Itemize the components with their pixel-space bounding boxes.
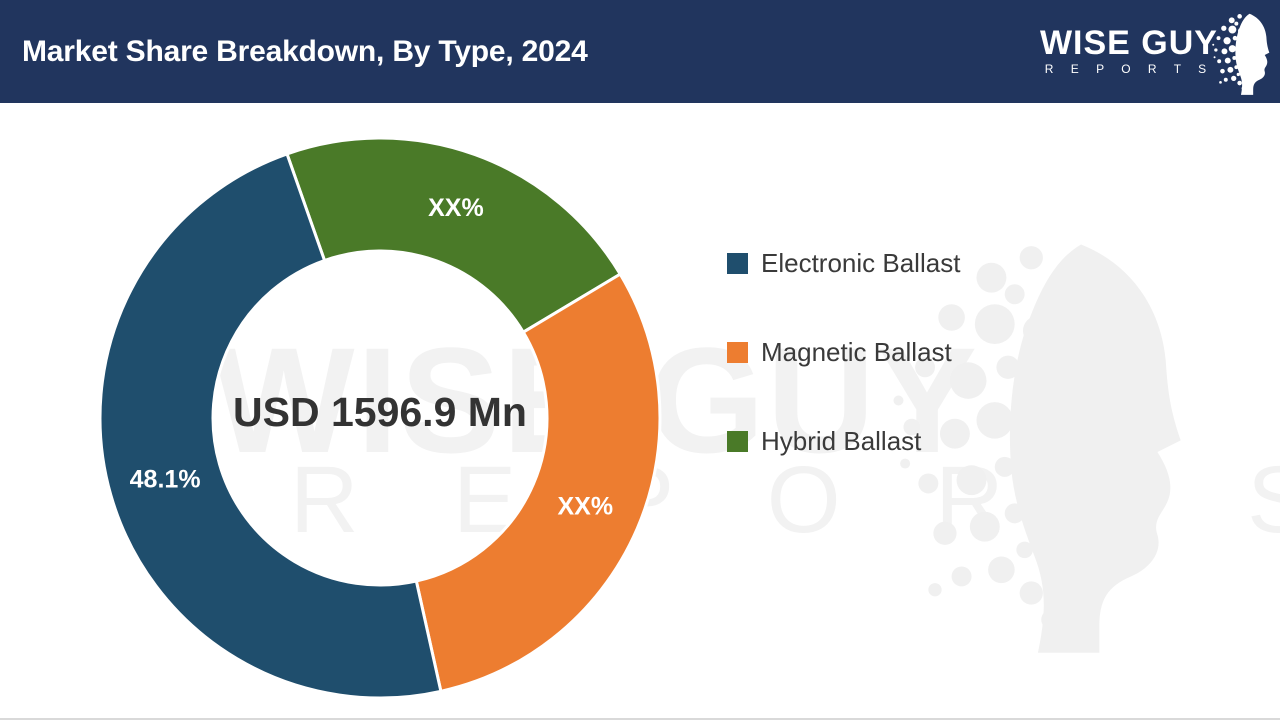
chart-area: WISE GUY R E P O R T S XX% XX% 48.1% USD 1… (0, 103, 1280, 720)
legend-item-hybrid-ballast: Hybrid Ballast (727, 426, 960, 456)
donut-chart: XX% XX% 48.1% (98, 136, 662, 700)
legend-label: Magnetic Ballast (761, 337, 952, 367)
legend-item-electronic-ballast: Electronic Ballast (727, 248, 960, 278)
legend-label: Hybrid Ballast (761, 426, 922, 456)
donut-segment-label: XX% (428, 194, 484, 222)
donut-segment-label: 48.1% (130, 466, 201, 494)
logo-wordmark: WISE GUY (1039, 24, 1218, 63)
legend-swatch-icon (727, 430, 748, 452)
chart-legend: Electronic Ballast Magnetic Ballast Hybrid… (727, 248, 960, 515)
logo-subtitle: R E P O R T S (1044, 62, 1214, 77)
wise-guy-reports-logo: WISE GUY R E P O R T S (1040, 9, 1270, 95)
donut-segment-label: XX% (558, 492, 614, 520)
logo-text: WISE GUY R E P O R T S (1040, 26, 1218, 76)
donut-segment-hybrid-ballast (285, 136, 622, 334)
legend-swatch-icon (727, 252, 748, 274)
legend-item-magnetic-ballast: Magnetic Ballast (727, 337, 960, 367)
chart-center-value: USD 1596.9 Mn (233, 389, 527, 435)
header-bar: Market Share Breakdown, By Type, 2024 WI… (0, 0, 1280, 103)
donut-segment-electronic-ballast (98, 152, 443, 700)
page-title: Market Share Breakdown, By Type, 2024 (22, 34, 588, 68)
legend-swatch-icon (727, 341, 748, 363)
donut-segment-magnetic-ballast (414, 272, 662, 693)
legend-label: Electronic Ballast (761, 248, 961, 278)
